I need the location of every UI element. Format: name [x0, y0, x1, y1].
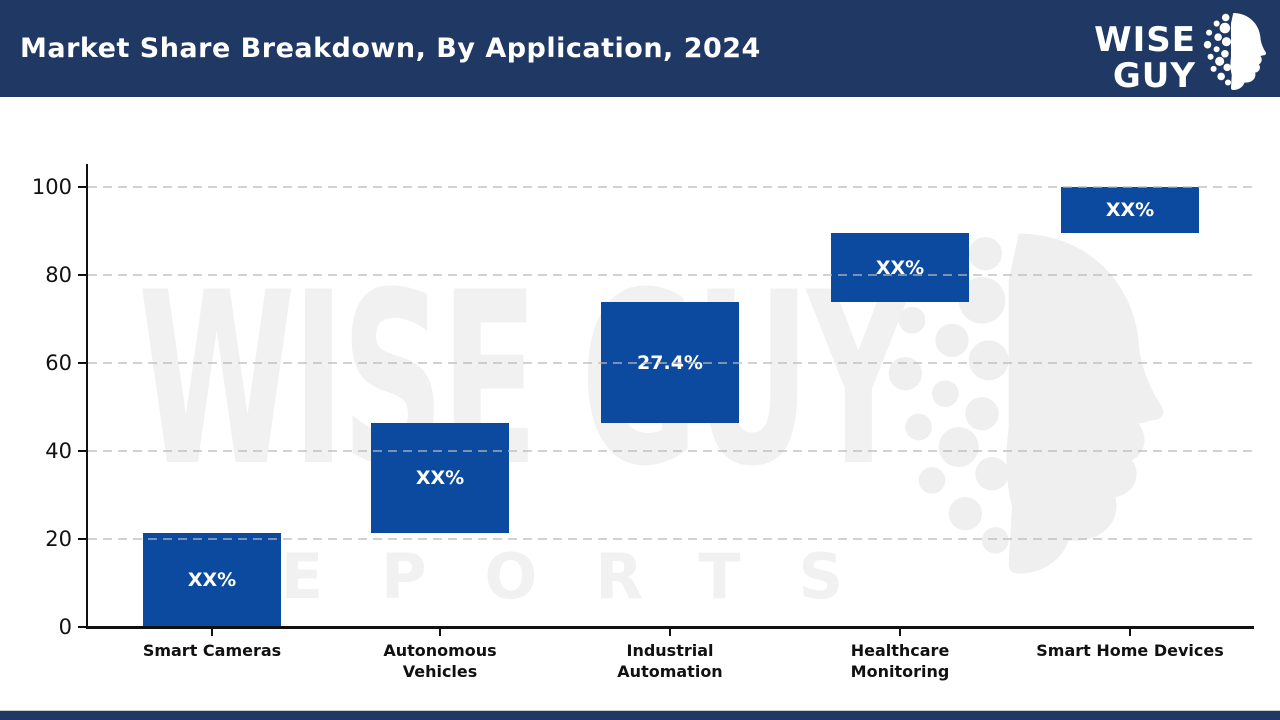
watermark-head-icon: [888, 233, 1164, 574]
ytick-label-40: 40: [45, 439, 72, 463]
logo-head-icon: [1203, 12, 1267, 91]
ytick-mark-0: [78, 626, 87, 628]
xtick-mark-0: [211, 628, 213, 636]
category-label-2: Industrial Automation: [617, 641, 723, 681]
ytick-mark-40: [78, 450, 87, 452]
logo-text: WISE GUY REPORTS: [1008, 22, 1196, 111]
y-axis-line: [86, 164, 88, 628]
ytick-label-20: 20: [45, 527, 72, 551]
xtick-mark-4: [1129, 628, 1131, 636]
gridline-20: [88, 538, 1253, 540]
bar-0: XX%: [143, 532, 281, 627]
watermark-text-wiseguy: WISE GUY: [138, 242, 910, 519]
category-label-0: Smart Cameras: [142, 641, 282, 660]
category-label-3: Healthcare Monitoring: [850, 641, 950, 681]
category-label-4: Smart Home Devices: [1036, 641, 1224, 660]
ytick-mark-100: [78, 186, 87, 188]
bar-value-label-4: XX%: [1105, 199, 1155, 222]
page-title: Market Share Breakdown, By Application, …: [20, 33, 761, 64]
bar-value-label-0: XX%: [187, 568, 237, 591]
footer-bar: [0, 710, 1280, 720]
xtick-mark-3: [899, 628, 901, 636]
logo-wiseguy-label: WISE GUY: [1094, 20, 1196, 96]
watermark-text-reports: REPORTS: [175, 540, 902, 613]
ytick-label-100: 100: [31, 175, 72, 199]
xtick-mark-1: [439, 628, 441, 636]
ytick-mark-20: [78, 538, 87, 540]
header-bar: Market Share Breakdown, By Application, …: [0, 0, 1280, 111]
bar-4: XX%: [1061, 187, 1199, 234]
gridline-60: [88, 362, 1253, 364]
bar-3: XX%: [831, 233, 969, 303]
bar-value-label-1: XX%: [415, 466, 465, 489]
ytick-label-80: 80: [45, 263, 72, 287]
gridline-80: [88, 274, 1253, 276]
ytick-mark-80: [78, 274, 87, 276]
ytick-label-60: 60: [45, 351, 72, 375]
gridline-40: [88, 450, 1253, 452]
ytick-mark-60: [78, 362, 87, 364]
bar-value-label-3: XX%: [875, 256, 925, 279]
ytick-label-0: 0: [58, 615, 72, 639]
x-axis-line: [86, 626, 1254, 629]
wiseguy-logo: WISE GUY REPORTS: [1008, 6, 1268, 111]
xtick-mark-2: [669, 628, 671, 636]
category-label-1: Autonomous Vehicles: [383, 641, 497, 681]
bar-1: XX%: [371, 422, 509, 533]
gridline-100: [88, 186, 1253, 188]
logo-reports-label: REPORTS: [1068, 97, 1207, 111]
